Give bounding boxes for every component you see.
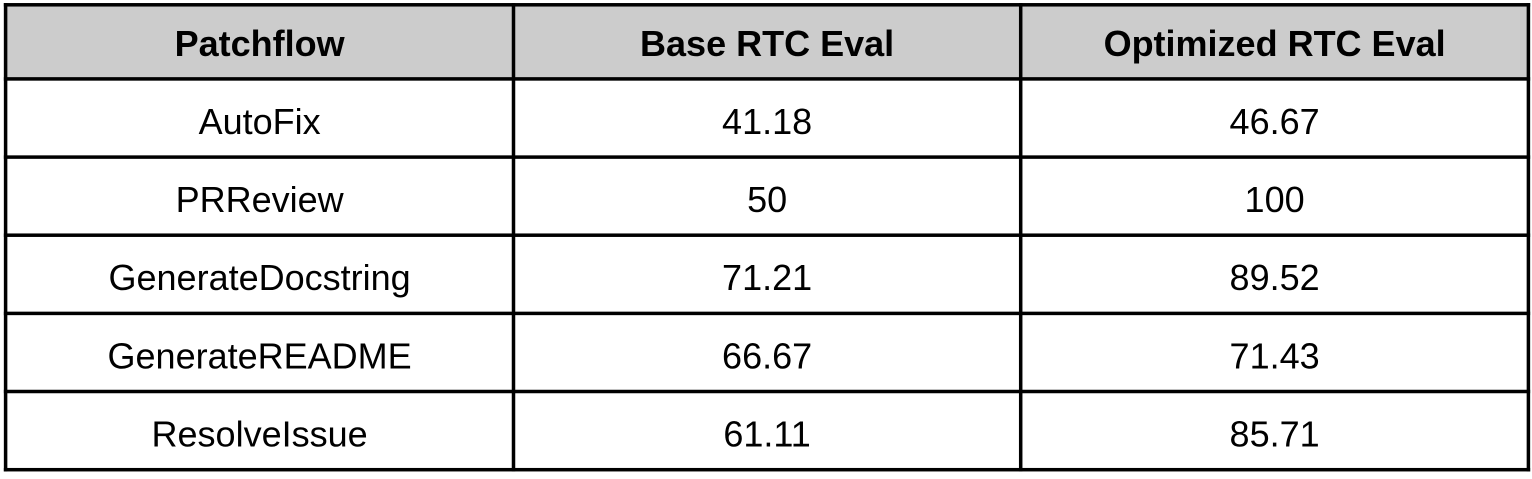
svg-text:Base RTC Eval: Base RTC Eval [640, 23, 894, 64]
svg-text:PRReview: PRReview [176, 179, 345, 220]
svg-text:71.21: 71.21 [722, 257, 812, 298]
svg-text:ResolveIssue: ResolveIssue [152, 413, 368, 454]
svg-text:41.18: 41.18 [722, 101, 812, 142]
svg-text:Patchflow: Patchflow [175, 23, 346, 64]
svg-text:GenerateREADME: GenerateREADME [108, 335, 412, 376]
svg-text:85.71: 85.71 [1230, 413, 1320, 454]
svg-text:46.67: 46.67 [1230, 101, 1320, 142]
svg-text:71.43: 71.43 [1230, 335, 1320, 376]
svg-text:66.67: 66.67 [722, 335, 812, 376]
svg-text:Optimized RTC Eval: Optimized RTC Eval [1104, 23, 1446, 64]
svg-text:100: 100 [1245, 179, 1305, 220]
svg-text:AutoFix: AutoFix [199, 101, 321, 142]
svg-text:50: 50 [747, 179, 787, 220]
svg-text:61.11: 61.11 [723, 413, 810, 454]
svg-text:GenerateDocstring: GenerateDocstring [109, 257, 411, 298]
svg-text:89.52: 89.52 [1230, 257, 1320, 298]
